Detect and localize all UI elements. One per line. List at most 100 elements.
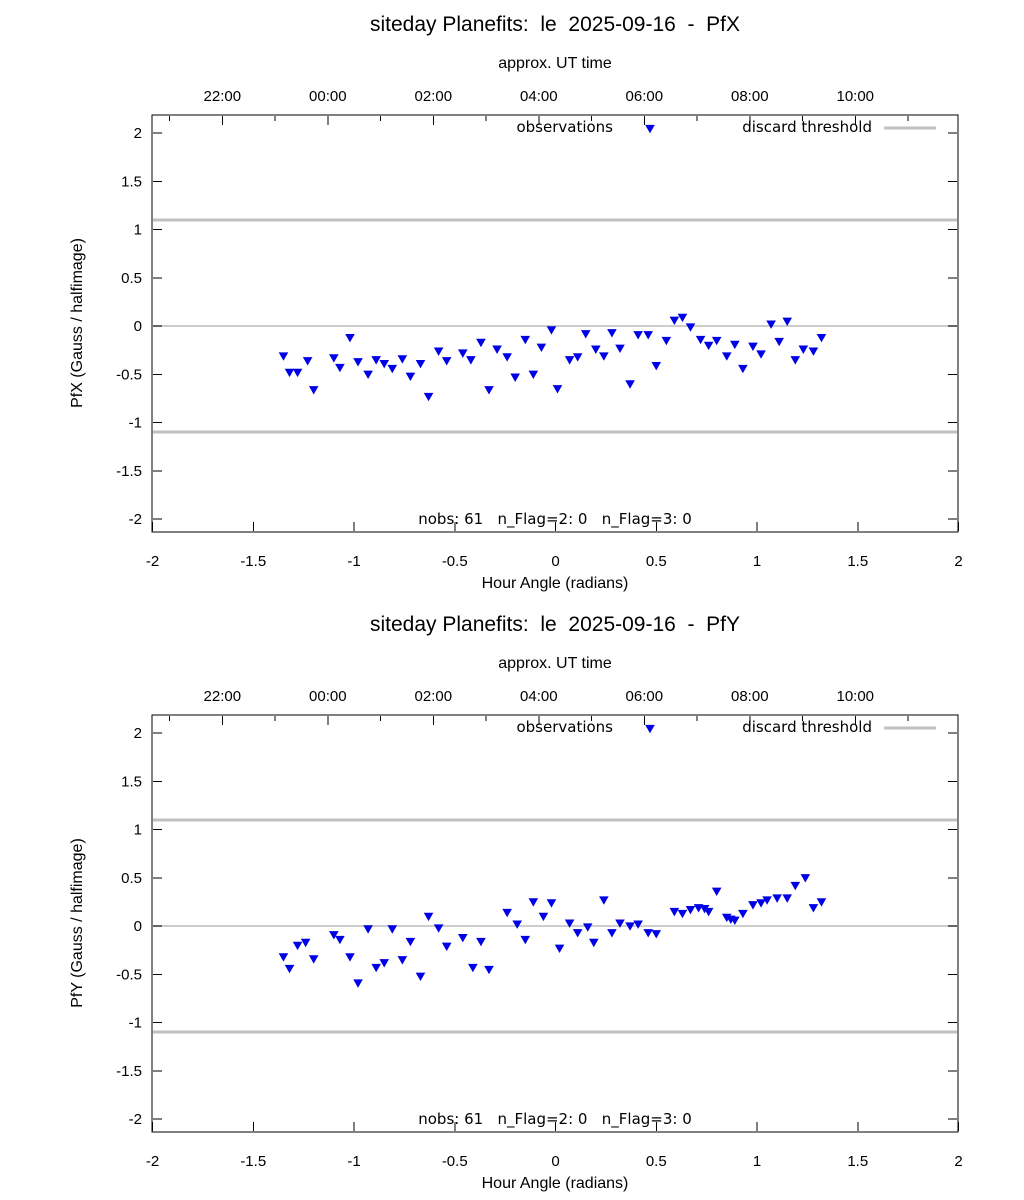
observation-marker <box>808 904 819 913</box>
observation-marker <box>685 323 696 332</box>
observation-marker <box>582 923 593 932</box>
observation-marker <box>441 357 452 366</box>
observation-marker <box>800 874 811 883</box>
observation-marker <box>492 345 502 354</box>
y-tick-label: 0.5 <box>121 870 142 887</box>
observation-marker <box>695 335 706 345</box>
ut-tick-label: 00:00 <box>309 688 347 705</box>
y-tick-label: 1 <box>134 822 142 839</box>
x-tick-label: 0.5 <box>646 553 667 570</box>
observation-marker <box>528 898 539 907</box>
observation-marker <box>669 316 680 326</box>
ut-tick-label: 04:00 <box>520 88 558 105</box>
observation-marker <box>782 317 793 326</box>
ut-tick-label: 02:00 <box>415 688 453 705</box>
observation-marker <box>588 938 599 948</box>
observation-marker <box>615 344 625 353</box>
observation-marker <box>738 364 748 374</box>
x-tick-label: -2 <box>146 1153 159 1170</box>
y-tick-label: -2 <box>129 511 142 528</box>
observation-marker <box>774 337 784 347</box>
observation-marker <box>423 912 434 922</box>
ut-tick-label: 10:00 <box>836 88 874 105</box>
observation-marker <box>572 929 583 938</box>
observation-marker <box>766 320 776 329</box>
observation-marker <box>405 372 416 381</box>
observation-marker <box>502 353 512 362</box>
observation-marker <box>363 370 373 380</box>
observation-marker <box>284 368 295 378</box>
observation-marker <box>756 899 766 908</box>
observation-marker <box>790 881 801 891</box>
legend-threshold-label: discard threshold <box>742 718 872 736</box>
y-tick-label: -0.5 <box>116 966 142 983</box>
observation-marker <box>685 905 696 915</box>
observation-marker <box>599 896 609 905</box>
x-tick-label: -0.5 <box>442 553 468 570</box>
ut-tick-label: 08:00 <box>731 688 769 705</box>
observation-marker <box>292 941 303 951</box>
x-tick-label: 0.5 <box>646 1153 667 1170</box>
x-tick-label: 2 <box>954 553 962 570</box>
observation-marker <box>546 899 557 908</box>
chart-pfy: siteday Planefits: le 2025-09-16 - PfY a… <box>0 600 1024 1200</box>
observation-marker <box>591 345 601 354</box>
x-tick-label: 0 <box>551 1153 559 1170</box>
observation-marker <box>748 901 758 910</box>
observation-marker <box>353 979 363 988</box>
observation-marker <box>379 360 390 369</box>
observation-marker <box>302 357 313 366</box>
y-tick-label: -2 <box>129 1111 142 1128</box>
x-tick-label: 1 <box>753 1153 761 1170</box>
observation-marker <box>510 373 520 382</box>
x-tick-label: 2 <box>954 1153 962 1170</box>
observation-marker <box>633 331 643 340</box>
observation-marker <box>278 352 289 361</box>
observation-marker <box>363 925 373 934</box>
observation-marker <box>607 929 617 938</box>
x-tick-label: 1.5 <box>847 553 868 570</box>
observation-marker <box>300 938 311 948</box>
observation-marker <box>476 937 486 947</box>
observation-marker <box>703 341 714 351</box>
observation-marker <box>387 925 398 934</box>
ut-tick-label: 22:00 <box>204 88 242 105</box>
observation-marker <box>677 909 688 919</box>
ut-tick-label: 08:00 <box>731 88 769 105</box>
ut-tick-label: 06:00 <box>626 688 664 705</box>
x-tick-label: 0 <box>551 553 559 570</box>
y-tick-label: -1 <box>129 415 142 432</box>
x-tick-label: -0.5 <box>442 1153 468 1170</box>
plot-frame <box>151 714 959 1133</box>
observation-marker <box>808 347 819 356</box>
legend-observations-marker <box>645 124 655 134</box>
observation-marker <box>484 386 494 395</box>
observation-marker <box>397 956 408 965</box>
x-tick-label: -1 <box>347 553 360 570</box>
ut-tick-label: 22:00 <box>204 688 242 705</box>
observation-marker <box>554 944 565 953</box>
observation-marker <box>615 919 625 928</box>
observation-marker <box>711 336 722 346</box>
observation-marker <box>711 887 722 897</box>
ut-tick-label: 02:00 <box>415 88 453 105</box>
plot-area-pfy: 2 1.5 1 0.5 0 -0.5 -1 -1.5 -2 -2 -1.5 -1 -0.5 0 0.5 1 1.… <box>116 688 963 1170</box>
plot-frame <box>151 114 959 533</box>
x-tick-label: -1.5 <box>240 1153 266 1170</box>
x-axis-title: Hour Angle (radians) <box>481 1175 629 1192</box>
observation-marker <box>433 924 444 933</box>
observation-marker <box>484 965 494 975</box>
observation-marker <box>772 894 782 903</box>
observation-marker <box>643 331 653 340</box>
observation-marker <box>546 326 557 335</box>
observation-marker <box>677 313 688 323</box>
observation-marker <box>756 350 766 359</box>
observation-marker <box>738 909 748 919</box>
observation-marker <box>284 964 295 974</box>
observation-marker <box>661 336 672 346</box>
observation-marker <box>520 335 531 345</box>
observation-marker <box>782 894 793 903</box>
observation-marker <box>371 356 381 365</box>
observation-marker <box>625 380 635 389</box>
observation-marker <box>387 364 398 374</box>
